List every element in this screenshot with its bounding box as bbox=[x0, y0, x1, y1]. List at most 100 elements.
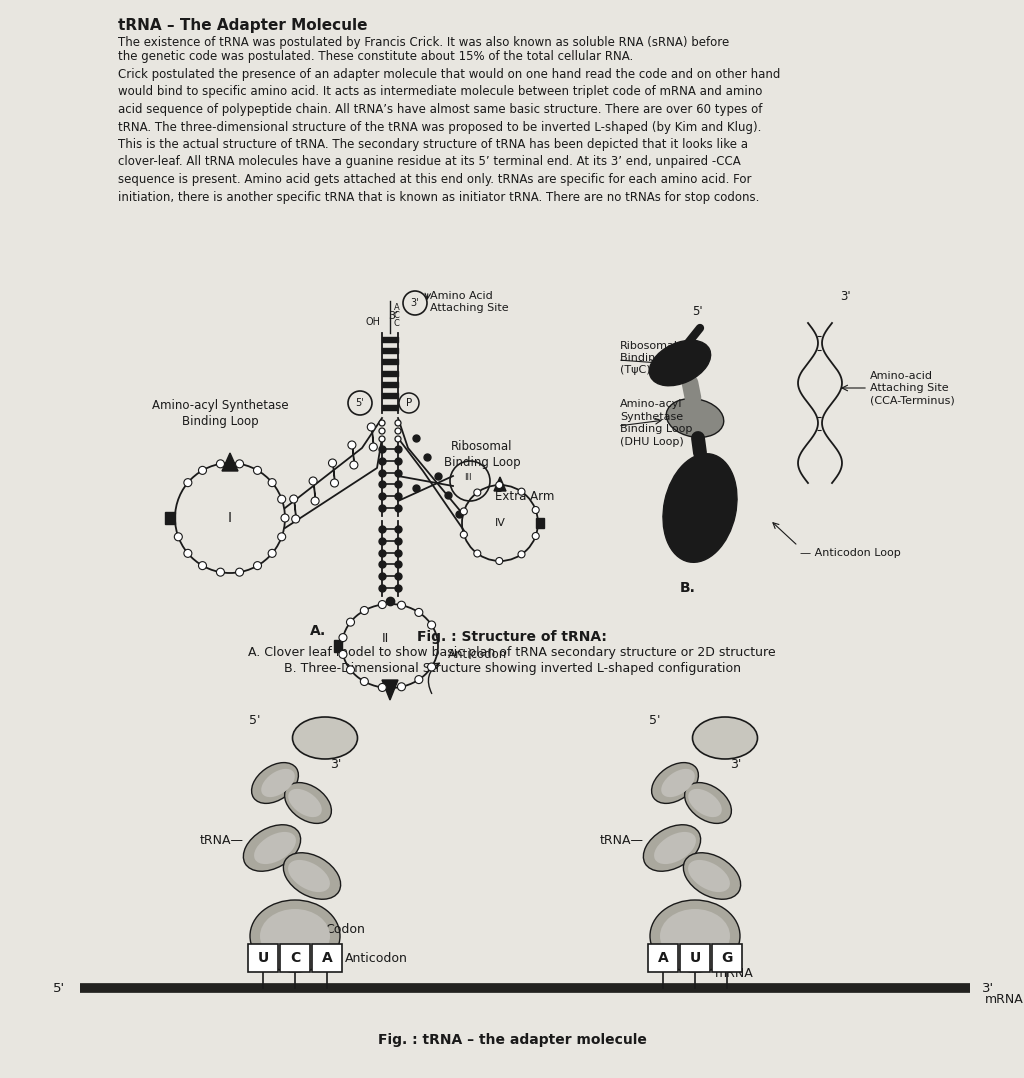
Text: 3': 3' bbox=[982, 981, 994, 995]
Text: 5': 5' bbox=[648, 714, 660, 727]
Text: B. Three-Dimensional Structure showing inverted L-shaped configuration: B. Three-Dimensional Structure showing i… bbox=[284, 662, 740, 675]
Ellipse shape bbox=[250, 900, 340, 972]
Circle shape bbox=[397, 602, 406, 609]
Text: G: G bbox=[290, 946, 300, 960]
Circle shape bbox=[268, 479, 276, 486]
Ellipse shape bbox=[683, 853, 740, 899]
Ellipse shape bbox=[651, 762, 698, 803]
Text: A: A bbox=[690, 946, 699, 960]
Text: 5': 5' bbox=[53, 981, 65, 995]
Ellipse shape bbox=[649, 341, 711, 386]
Ellipse shape bbox=[285, 783, 332, 824]
Text: 3': 3' bbox=[330, 759, 341, 772]
Text: Amino-acyl
Synthetase
Binding Loop
(DHU Loop): Amino-acyl Synthetase Binding Loop (DHU … bbox=[620, 400, 692, 446]
Circle shape bbox=[339, 650, 347, 659]
Text: III: III bbox=[464, 473, 472, 483]
Text: Codon: Codon bbox=[325, 923, 365, 936]
Circle shape bbox=[395, 436, 401, 442]
Text: I: I bbox=[228, 511, 232, 525]
Text: II: II bbox=[381, 632, 389, 645]
Ellipse shape bbox=[244, 825, 301, 871]
Circle shape bbox=[360, 677, 369, 686]
Text: A: A bbox=[322, 951, 333, 965]
Circle shape bbox=[395, 428, 401, 434]
Circle shape bbox=[199, 467, 207, 474]
Text: A: A bbox=[394, 304, 399, 313]
Circle shape bbox=[496, 557, 503, 565]
Circle shape bbox=[474, 489, 481, 496]
Circle shape bbox=[236, 460, 244, 468]
Text: Amino-acid
Attaching Site
(CCA-Terminus): Amino-acid Attaching Site (CCA-Terminus) bbox=[870, 371, 954, 405]
Circle shape bbox=[379, 436, 385, 442]
Circle shape bbox=[311, 497, 319, 505]
Text: A: A bbox=[258, 946, 267, 960]
Text: P: P bbox=[406, 398, 413, 407]
Ellipse shape bbox=[643, 825, 700, 871]
Text: Anticodon: Anticodon bbox=[345, 952, 408, 965]
Text: — Anticodon Loop: — Anticodon Loop bbox=[800, 548, 901, 558]
Polygon shape bbox=[222, 453, 238, 471]
Ellipse shape bbox=[288, 860, 330, 893]
Circle shape bbox=[350, 461, 358, 469]
Bar bbox=[536, 519, 544, 528]
Text: mRNA: mRNA bbox=[715, 967, 754, 980]
Ellipse shape bbox=[293, 717, 357, 759]
Circle shape bbox=[278, 495, 286, 503]
Text: Crick postulated the presence of an adapter molecule that would on one hand read: Crick postulated the presence of an adap… bbox=[118, 68, 780, 204]
Circle shape bbox=[281, 514, 289, 522]
Circle shape bbox=[415, 676, 423, 683]
Bar bbox=[648, 944, 678, 972]
Circle shape bbox=[379, 428, 385, 434]
Circle shape bbox=[346, 666, 354, 674]
Text: Fig. : tRNA – the adapter molecule: Fig. : tRNA – the adapter molecule bbox=[378, 1033, 646, 1047]
Text: IV: IV bbox=[495, 519, 506, 528]
Text: C: C bbox=[394, 312, 400, 320]
Text: The existence of tRNA was postulated by Francis Crick. It was also known as solu: The existence of tRNA was postulated by … bbox=[118, 36, 729, 49]
Text: U: U bbox=[257, 951, 268, 965]
Circle shape bbox=[474, 550, 481, 557]
Circle shape bbox=[236, 568, 244, 576]
Circle shape bbox=[254, 467, 261, 474]
Text: Extra Arm: Extra Arm bbox=[495, 489, 554, 502]
Circle shape bbox=[379, 420, 385, 426]
Text: Ribosomal
Binding Loop: Ribosomal Binding Loop bbox=[443, 440, 520, 469]
Circle shape bbox=[461, 531, 467, 538]
Text: 5': 5' bbox=[355, 398, 365, 407]
Text: tRNA – The Adapter Molecule: tRNA – The Adapter Molecule bbox=[118, 18, 368, 33]
Ellipse shape bbox=[692, 717, 758, 759]
Bar bbox=[280, 944, 310, 972]
Bar bbox=[165, 512, 175, 524]
Circle shape bbox=[268, 550, 276, 557]
Text: 3': 3' bbox=[840, 290, 850, 303]
Circle shape bbox=[254, 562, 261, 569]
Circle shape bbox=[290, 495, 298, 503]
Text: Fig. : Structure of tRNA:: Fig. : Structure of tRNA: bbox=[417, 630, 607, 644]
Text: C: C bbox=[722, 946, 732, 960]
Text: 3': 3' bbox=[730, 759, 741, 772]
Text: Tyr: Tyr bbox=[715, 731, 735, 745]
Text: the genetic code was postulated. These constitute about 15% of the total cellula: the genetic code was postulated. These c… bbox=[118, 50, 633, 63]
Circle shape bbox=[199, 562, 207, 569]
Ellipse shape bbox=[685, 783, 731, 824]
Ellipse shape bbox=[688, 789, 722, 817]
Ellipse shape bbox=[654, 832, 696, 865]
Text: Amino Acid
Attaching Site: Amino Acid Attaching Site bbox=[430, 291, 509, 314]
Text: U: U bbox=[658, 946, 668, 960]
Circle shape bbox=[360, 607, 369, 614]
Circle shape bbox=[348, 441, 356, 450]
Circle shape bbox=[532, 533, 540, 539]
Circle shape bbox=[339, 634, 347, 641]
Circle shape bbox=[216, 460, 224, 468]
Circle shape bbox=[370, 443, 377, 451]
Polygon shape bbox=[494, 476, 506, 490]
Text: tRNA—: tRNA— bbox=[200, 833, 244, 846]
Circle shape bbox=[378, 600, 386, 609]
Ellipse shape bbox=[667, 399, 724, 438]
Bar bbox=[712, 944, 742, 972]
Text: U: U bbox=[689, 951, 700, 965]
Circle shape bbox=[292, 515, 300, 523]
Bar bbox=[680, 944, 710, 972]
Text: Ser: Ser bbox=[313, 731, 337, 745]
Ellipse shape bbox=[650, 900, 740, 972]
Circle shape bbox=[428, 663, 435, 671]
